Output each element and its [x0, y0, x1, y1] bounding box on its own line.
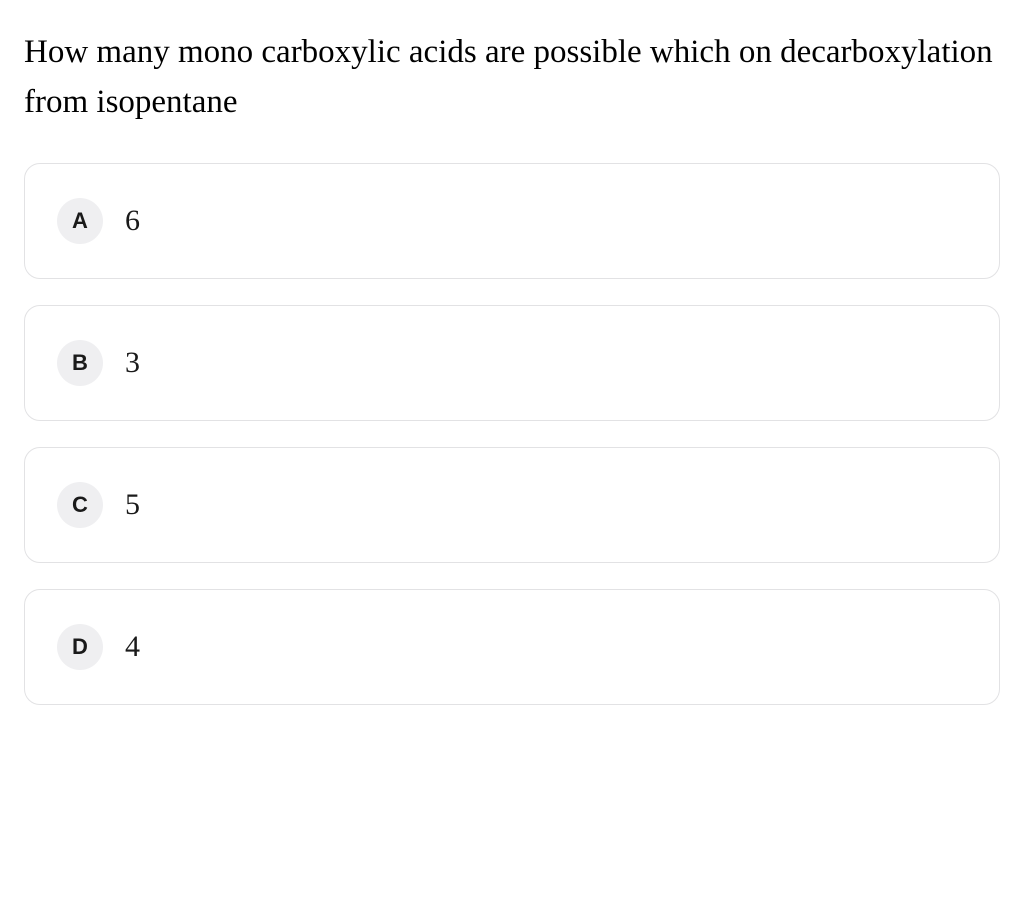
option-b[interactable]: B 3	[24, 305, 1000, 421]
option-value-c: 5	[125, 488, 140, 522]
option-badge-a: A	[57, 198, 103, 244]
question-text: How many mono carboxylic acids are possi…	[24, 28, 1000, 127]
option-value-b: 3	[125, 346, 140, 380]
option-c[interactable]: C 5	[24, 447, 1000, 563]
option-badge-b: B	[57, 340, 103, 386]
option-d[interactable]: D 4	[24, 589, 1000, 705]
option-value-d: 4	[125, 630, 140, 664]
option-value-a: 6	[125, 204, 140, 238]
option-badge-c: C	[57, 482, 103, 528]
options-list: A 6 B 3 C 5 D 4	[24, 163, 1000, 705]
option-a[interactable]: A 6	[24, 163, 1000, 279]
option-badge-d: D	[57, 624, 103, 670]
